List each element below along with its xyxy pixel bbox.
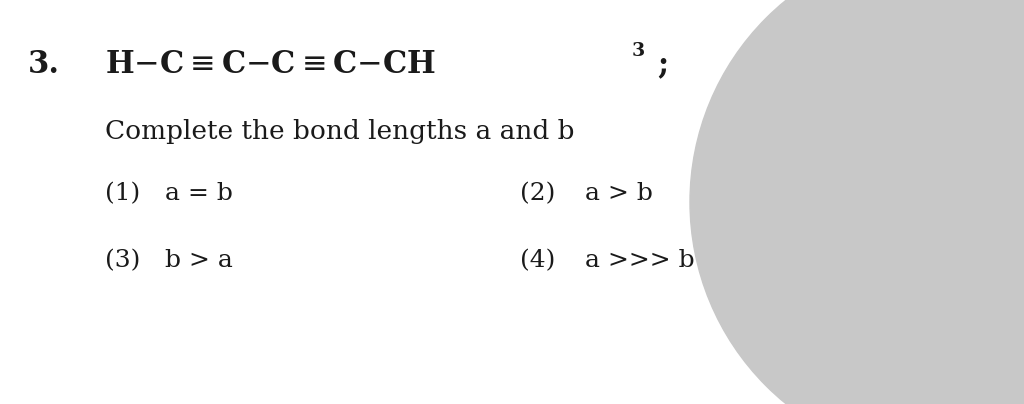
Text: 3.: 3. xyxy=(28,49,60,80)
Text: ;: ; xyxy=(657,49,669,80)
Text: a > b: a > b xyxy=(585,182,653,205)
Text: 3: 3 xyxy=(632,42,645,60)
Text: a = b: a = b xyxy=(165,182,232,205)
Text: a >>> b: a >>> b xyxy=(585,249,694,272)
Text: b > a: b > a xyxy=(165,249,232,272)
Text: (3): (3) xyxy=(105,249,140,272)
Circle shape xyxy=(690,0,1024,404)
Text: (2): (2) xyxy=(520,182,555,205)
Text: H$-$C$\equiv$C$-$C$\equiv$C$-$CH: H$-$C$\equiv$C$-$C$\equiv$C$-$CH xyxy=(105,49,436,80)
Text: (1): (1) xyxy=(105,182,140,205)
Text: Complete the bond lengths a and b: Complete the bond lengths a and b xyxy=(105,119,574,144)
Text: (4): (4) xyxy=(520,249,555,272)
